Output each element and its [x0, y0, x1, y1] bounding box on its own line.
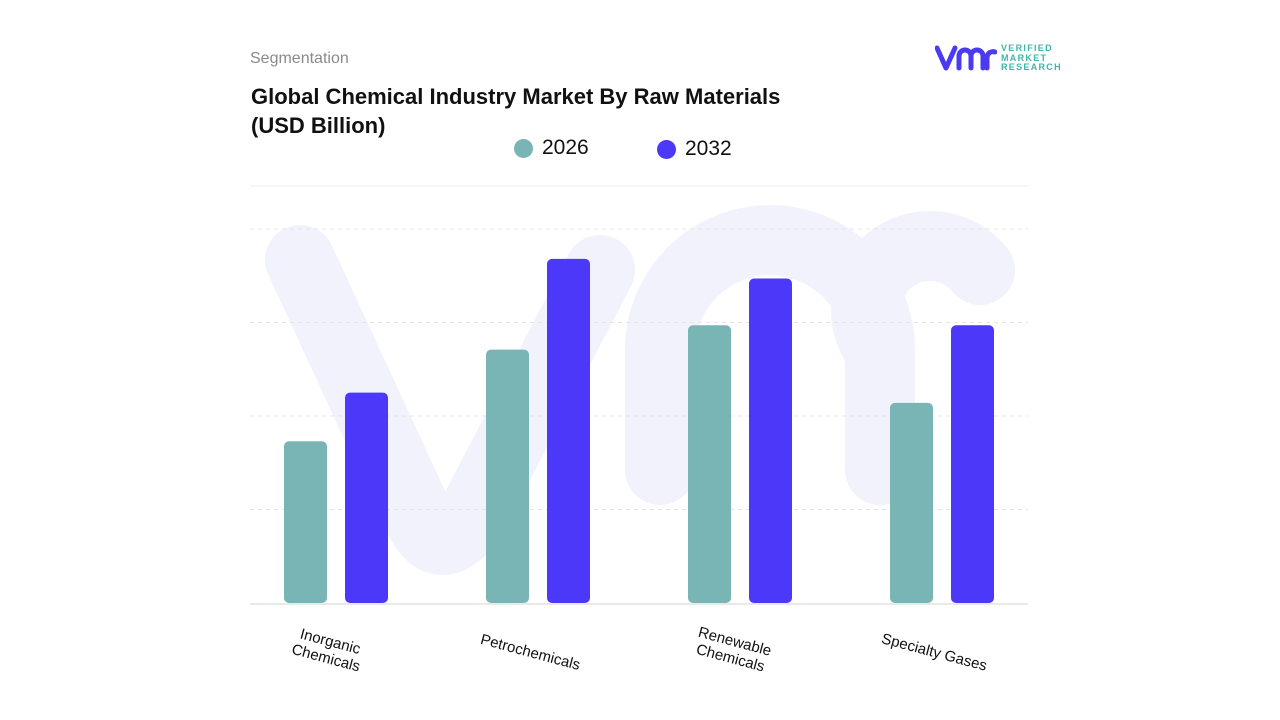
- bar-2026-renewable-chemicals: [688, 325, 731, 603]
- bar-2026-inorganic-chemicals: [284, 441, 327, 603]
- bar-2032-renewable-chemicals: [749, 278, 792, 603]
- logo-line3: RESEARCH: [1001, 62, 1062, 72]
- bar-2032-inorganic-chemicals: [345, 392, 388, 603]
- verified-market-research-logo: VERIFIED MARKET RESEARCH: [935, 43, 1062, 73]
- logo-text: VERIFIED MARKET RESEARCH: [1001, 43, 1062, 73]
- bar-2032-petrochemicals: [547, 258, 590, 603]
- chart-title-line2: (USD Billion): [251, 113, 386, 138]
- wm-v: [265, 225, 635, 575]
- legend-swatch-2032: [657, 139, 676, 159]
- wm-r: [831, 210, 1015, 385]
- chart-title-line1: Global Chemical Industry Market By Raw M…: [251, 84, 781, 109]
- vmr-logo-icon: [935, 45, 997, 71]
- legend-label-2026: 2026: [542, 136, 589, 159]
- legend-item-2032: 2032: [657, 137, 732, 161]
- logo-line1: VERIFIED: [1001, 43, 1053, 53]
- legend-swatch-2026: [514, 138, 533, 158]
- legend-item-2026: 2026: [514, 136, 589, 160]
- bar-2032-specialty-gases: [951, 325, 994, 603]
- watermark: [265, 205, 1015, 575]
- bar-2026-petrochemicals: [486, 349, 529, 603]
- legend: 2026 2032: [0, 136, 1280, 162]
- section-label: Segmentation: [250, 50, 349, 67]
- legend-label-2032: 2032: [685, 137, 732, 160]
- chart-title: Global Chemical Industry Market By Raw M…: [251, 82, 871, 140]
- logo-line2: MARKET: [1001, 52, 1048, 63]
- bar-2026-specialty-gases: [890, 402, 933, 603]
